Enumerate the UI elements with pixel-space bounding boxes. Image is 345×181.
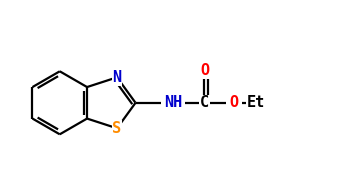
Text: O: O [229, 95, 238, 110]
Text: Et: Et [247, 95, 265, 110]
Text: C: C [200, 95, 209, 110]
Text: NH: NH [164, 95, 182, 110]
Text: N: N [112, 70, 121, 85]
Text: S: S [112, 121, 121, 136]
Text: O: O [200, 63, 209, 78]
